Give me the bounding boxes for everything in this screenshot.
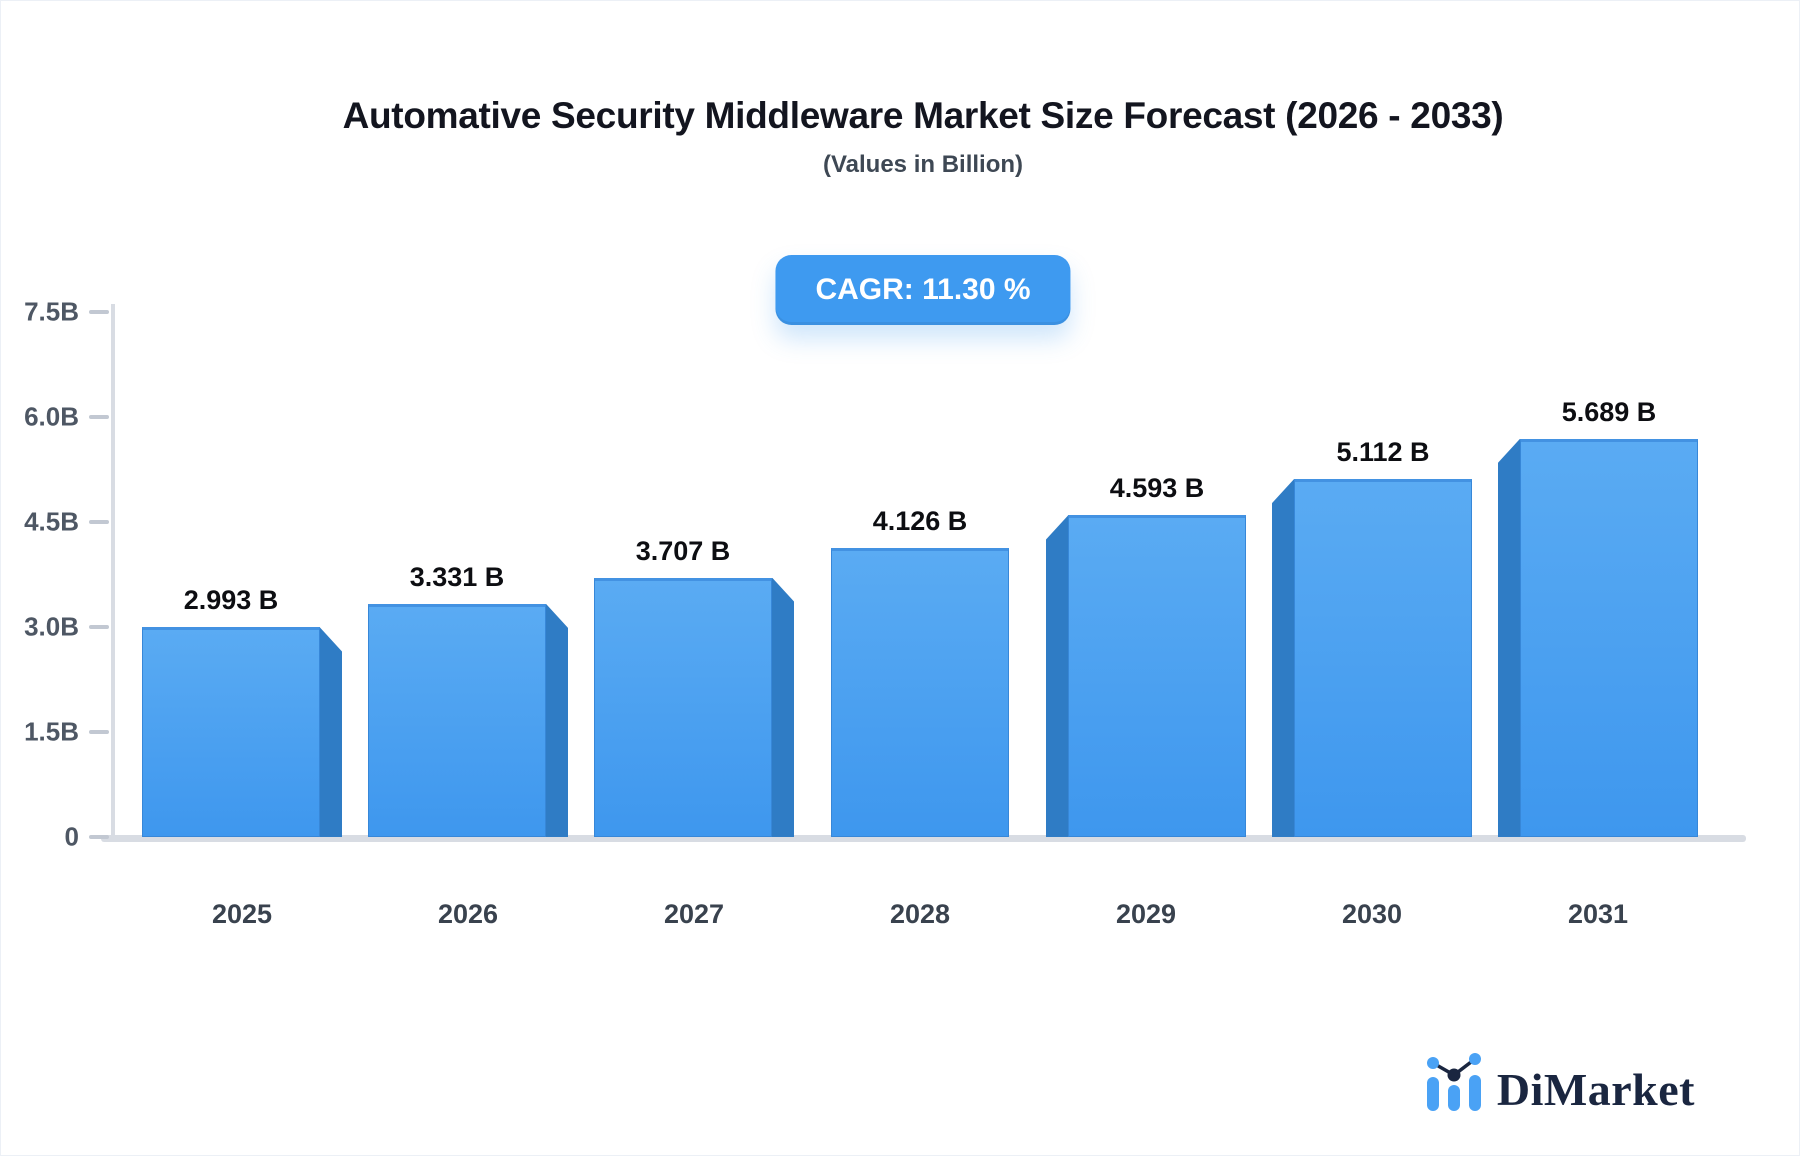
y-axis-tick-mark (89, 625, 109, 629)
y-axis-tick-label: 6.0B (24, 401, 79, 432)
bar-2029 (1068, 515, 1246, 837)
x-axis-line (101, 835, 1746, 842)
y-axis-tick-label: 0 (64, 821, 79, 852)
y-axis-tick-mark (89, 730, 109, 734)
bar-3d-side-2030 (1272, 479, 1294, 837)
x-axis-label-2026: 2026 (437, 899, 499, 929)
y-axis-tick-label: 3.0B (24, 611, 79, 642)
bar-2030 (1294, 479, 1472, 837)
y-axis-tick-mark (89, 835, 109, 839)
bar-3d-side-2029 (1046, 515, 1068, 837)
bar-value-label: 5.112 B (1336, 437, 1430, 468)
chart-title: Automative Security Middleware Market Si… (342, 95, 1504, 136)
bar-3d-side-2031 (1498, 438, 1520, 837)
bar-chart-logo-icon (1426, 1053, 1481, 1111)
bar-2027 (594, 577, 772, 837)
bar-2028 (831, 548, 1009, 837)
y-axis-tick-mark (89, 415, 109, 419)
bar-3d-side-2025 (320, 627, 342, 837)
bar-value-label: 4.126 B (872, 506, 968, 537)
bar-2025 (142, 627, 320, 837)
cagr-badge: CAGR: 11.30 % (775, 255, 1071, 325)
bar-value-label: 3.707 B (635, 535, 731, 566)
x-axis-label-2027: 2027 (663, 899, 725, 929)
y-axis-tick-mark (89, 520, 109, 524)
bar-3d-side-2026 (546, 603, 568, 837)
bar-value-label: 3.331 B (409, 561, 505, 592)
x-axis-label-2031: 2031 (1567, 899, 1629, 929)
y-axis-tick-mark (89, 310, 109, 314)
y-axis-tick-label: 7.5B (24, 296, 79, 327)
bar-2031 (1520, 438, 1698, 837)
y-axis-tick-label: 1.5B (24, 716, 79, 747)
y-axis-line (111, 304, 115, 840)
chart-subtitle: (Values in Billion) (822, 151, 1024, 178)
bar-value-label: 5.689 B (1561, 396, 1657, 427)
bar-value-label: 2.993 B (183, 585, 279, 616)
x-axis-label-2028: 2028 (889, 899, 951, 929)
x-axis-label-2025: 2025 (211, 899, 273, 929)
bar-3d-side-2027 (772, 577, 794, 837)
y-axis-tick-label: 4.5B (24, 506, 79, 537)
brand-logo: DiMarket (1425, 1051, 1695, 1113)
bar-value-label: 4.593 B (1109, 473, 1205, 504)
bar-2026 (368, 603, 546, 837)
brand-name: DiMarket (1496, 1064, 1695, 1115)
x-axis-label-2030: 2030 (1341, 899, 1403, 929)
x-axis-label-2029: 2029 (1115, 899, 1177, 929)
